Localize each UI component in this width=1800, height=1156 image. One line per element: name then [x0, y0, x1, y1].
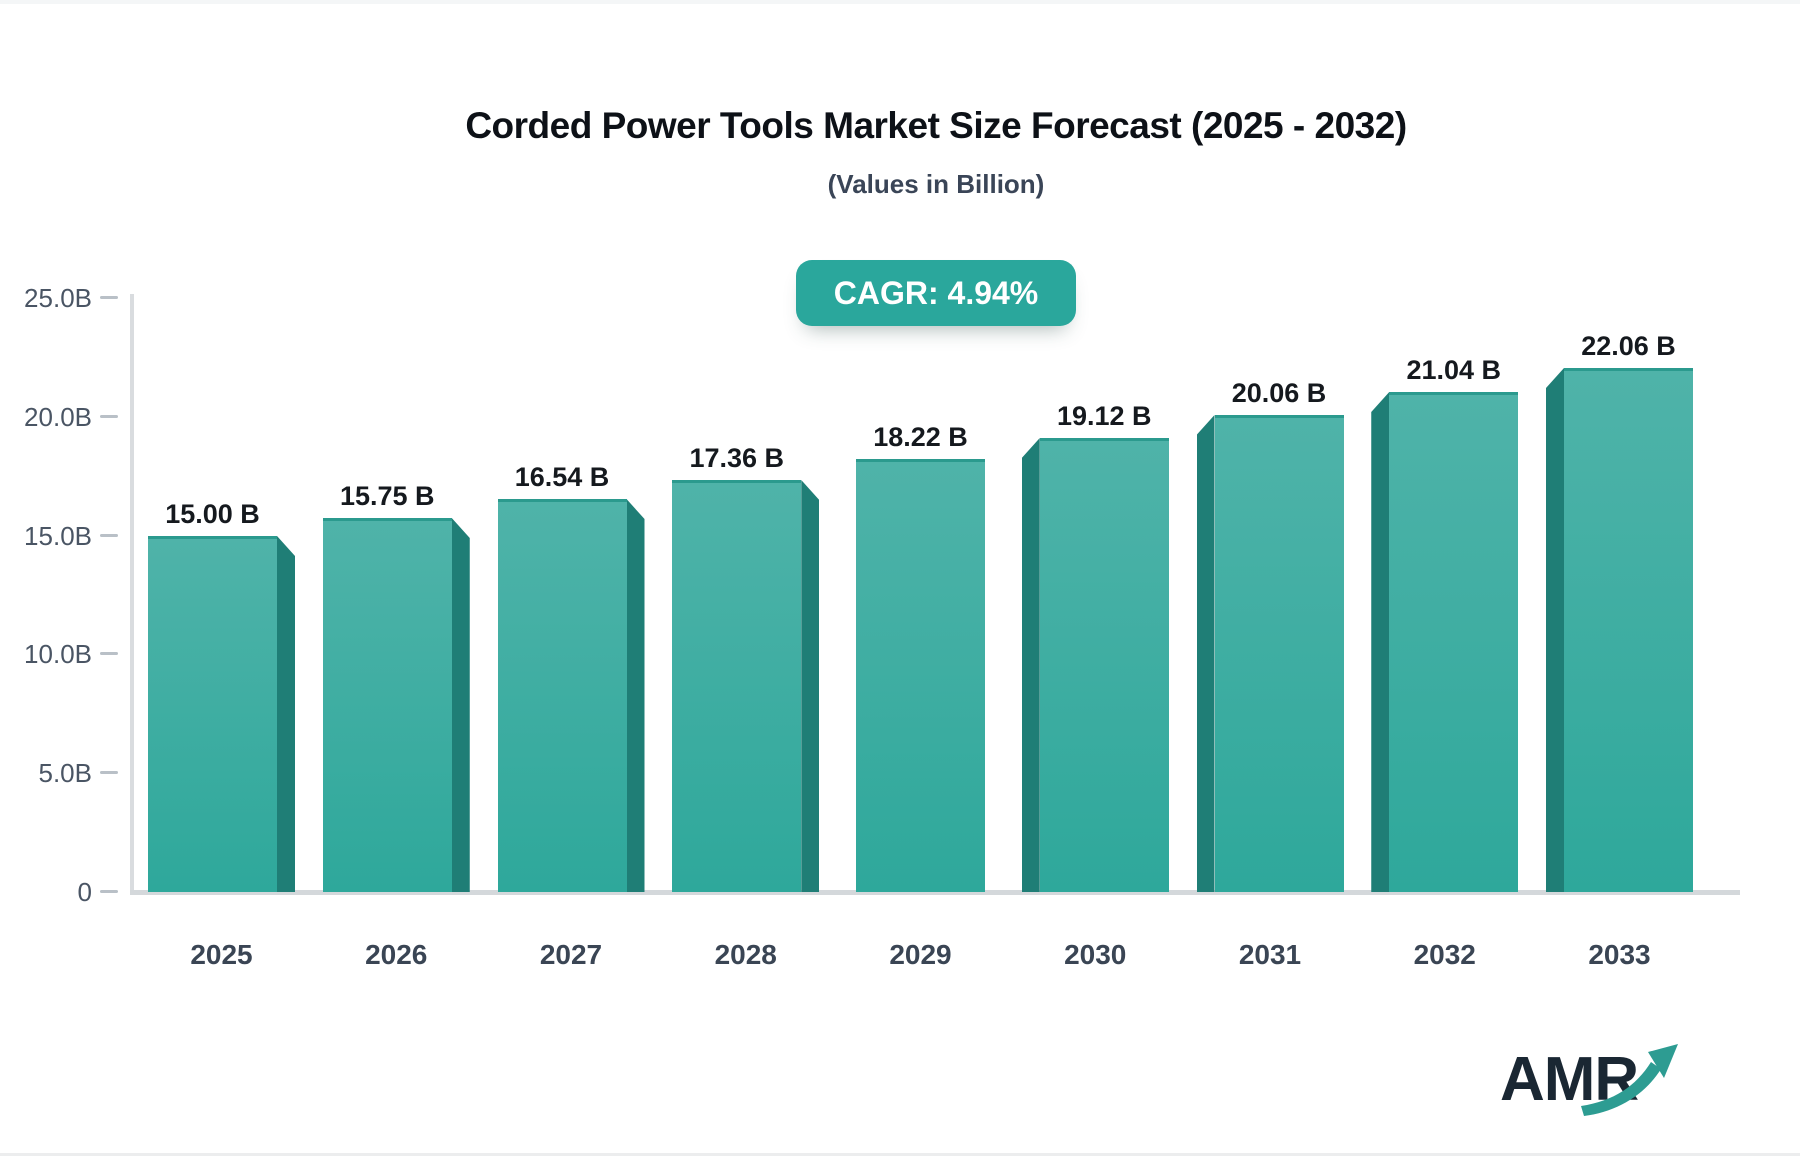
x-axis-label: 2026	[365, 939, 428, 970]
bar-side-face	[1371, 392, 1390, 892]
bar-face	[322, 518, 452, 892]
bar-side-face	[626, 499, 645, 892]
bar-face	[497, 499, 627, 892]
y-tick-label: 10.0B	[24, 639, 92, 670]
x-axis-label: 2027	[539, 939, 603, 970]
bar-side-face	[1546, 368, 1564, 892]
y-tick-label: 15.0B	[24, 520, 92, 551]
bar-side-face	[451, 518, 470, 892]
bar-2028: 17.36 B 2028	[672, 443, 820, 970]
chart-subtitle: (Values in Billion)	[827, 169, 1045, 199]
y-tick-dash	[100, 890, 118, 893]
y-tick-label: 20.0B	[24, 401, 92, 432]
bar-2029: 18.22 B 2029	[856, 422, 985, 970]
x-axis-label: 2025	[190, 939, 253, 970]
x-axis-label: 2030	[1064, 939, 1127, 970]
bar-side-face	[277, 536, 295, 892]
bar-2033: 22.06 B 2033	[1546, 331, 1693, 970]
x-axis-label: 2028	[714, 939, 777, 970]
bar-face	[1039, 438, 1169, 892]
bar-side-face	[1196, 415, 1215, 892]
bar-side-face	[801, 480, 820, 892]
bar-value-label: 22.06 B	[1581, 331, 1676, 361]
y-tick-dash	[100, 533, 118, 537]
bar-2027: 16.54 B 2027	[497, 462, 645, 970]
bar-value-label: 15.00 B	[165, 499, 260, 529]
x-axis-label: 2032	[1413, 939, 1476, 970]
x-axis-label: 2031	[1238, 939, 1302, 970]
x-axis-label: 2029	[889, 939, 952, 970]
y-tick-label: 25.0B	[24, 283, 92, 313]
y-tick-dash	[100, 296, 118, 299]
x-axis-line	[130, 890, 1740, 895]
y-tick-dash	[100, 771, 118, 775]
bar-2031: 20.06 B 2031	[1196, 378, 1344, 970]
bar-face	[1214, 415, 1344, 892]
growth-arrow-icon	[1581, 1044, 1678, 1116]
y-tick-dash	[100, 414, 118, 418]
bar-value-label: 16.54 B	[514, 462, 610, 492]
chart-header: Corded Power Tools Market Size Forecast …	[72, 104, 1800, 200]
cagr-badge: CAGR: 4.94%	[795, 260, 1077, 326]
bar-face	[1389, 392, 1519, 892]
bar-value-label: 20.06 B	[1231, 378, 1327, 408]
bar-face	[856, 459, 985, 892]
chart-title: Corded Power Tools Market Size Forecast …	[465, 105, 1407, 146]
bar-value-label: 19.12 B	[1056, 401, 1152, 431]
bar-face	[672, 480, 802, 892]
amr-logo-graphic: AMR	[1500, 1044, 1678, 1116]
bar-chart: 25.0B 20.0B 15.0B 10.0B 5.0B 0 15.00 B 2025 15.7…	[0, 4, 1800, 1153]
bar-2032: 21.04 B 2032	[1371, 355, 1519, 970]
bar-2025: 15.00 B 2025	[148, 499, 295, 970]
bar-value-label: 17.36 B	[689, 443, 785, 473]
bar-value-label: 15.75 B	[339, 481, 435, 511]
bar-2030: 19.12 B 2030	[1021, 401, 1169, 970]
bar-side-face	[1021, 438, 1040, 892]
y-tick-dash	[100, 652, 118, 656]
bar-2026: 15.75 B 2026	[322, 481, 470, 970]
cagr-badge-row: CAGR: 4.94%	[72, 260, 1800, 326]
bar-face	[148, 536, 277, 892]
bar-face	[1564, 368, 1693, 892]
bar-value-label: 18.22 B	[873, 422, 968, 452]
y-tick-label: 5.0B	[38, 758, 93, 789]
bar-value-label: 21.04 B	[1406, 355, 1502, 385]
amr-logo: AMR	[1498, 1034, 1708, 1128]
x-axis-label: 2033	[1588, 939, 1651, 970]
y-axis-line	[130, 294, 134, 895]
y-tick-label: 0	[77, 877, 92, 907]
